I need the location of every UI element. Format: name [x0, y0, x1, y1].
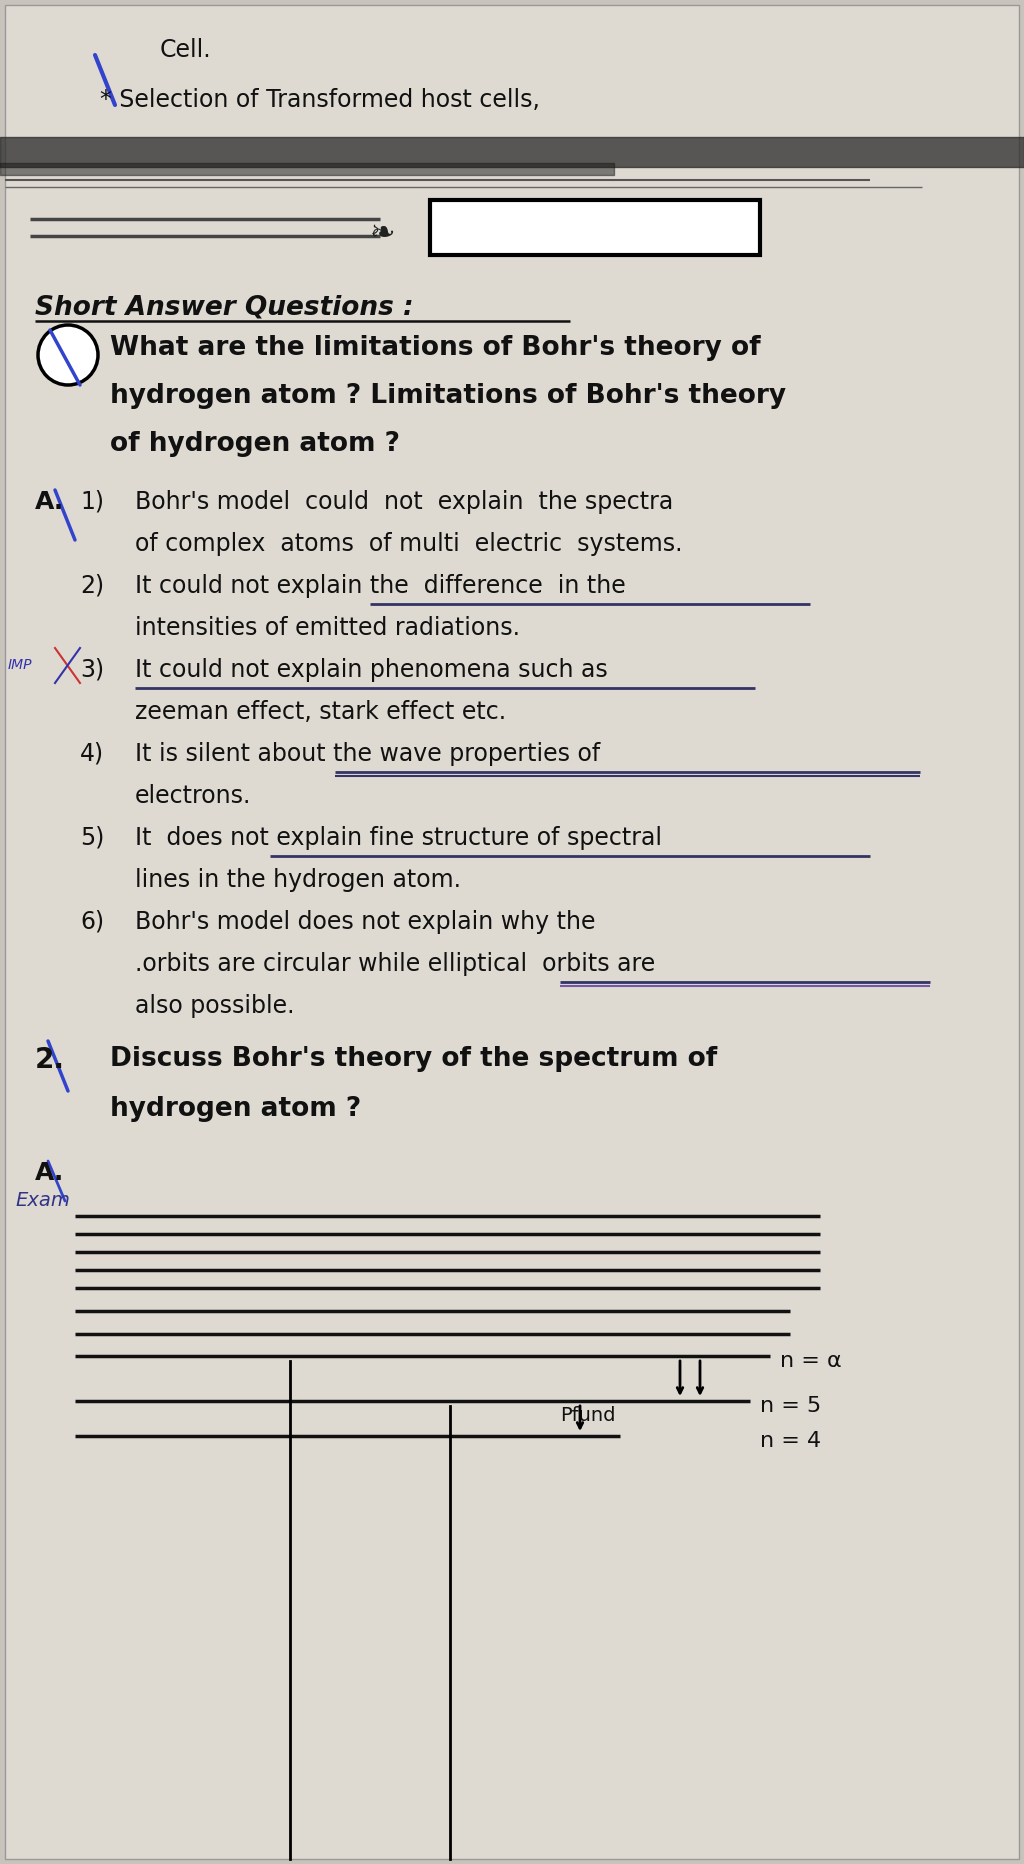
- Text: Bohr's model does not explain why the: Bohr's model does not explain why the: [135, 910, 596, 934]
- Text: It could not explain phenomena such as: It could not explain phenomena such as: [135, 658, 608, 682]
- Text: hydrogen atom ? Limitations of Bohr's theory: hydrogen atom ? Limitations of Bohr's th…: [110, 382, 786, 408]
- FancyBboxPatch shape: [430, 199, 760, 255]
- Text: 6): 6): [80, 910, 104, 934]
- Text: 2): 2): [80, 574, 104, 598]
- Text: lines in the hydrogen atom.: lines in the hydrogen atom.: [135, 869, 461, 893]
- Text: 3): 3): [80, 658, 104, 682]
- Text: What are the limitations of Bohr's theory of: What are the limitations of Bohr's theor…: [110, 336, 761, 362]
- Circle shape: [38, 324, 98, 386]
- Text: 2.: 2.: [35, 1046, 65, 1074]
- Text: It  does not explain fine structure of spectral: It does not explain fine structure of sp…: [135, 826, 662, 850]
- Text: also possible.: also possible.: [135, 994, 295, 1018]
- Text: Discuss Bohr's theory of the spectrum of: Discuss Bohr's theory of the spectrum of: [110, 1046, 717, 1072]
- Text: It could not explain the  difference  in the: It could not explain the difference in t…: [135, 574, 626, 598]
- Text: Short Answer Questions :: Short Answer Questions :: [35, 295, 414, 321]
- Text: n = 5: n = 5: [760, 1396, 821, 1417]
- Text: Bohr's model  could  not  explain  the spectra: Bohr's model could not explain the spect…: [135, 490, 673, 514]
- Text: IMP: IMP: [8, 658, 33, 673]
- Text: * Selection of Transformed host cells,: * Selection of Transformed host cells,: [100, 88, 540, 112]
- Text: n = 4: n = 4: [760, 1432, 821, 1450]
- Text: It is silent about the wave properties of: It is silent about the wave properties o…: [135, 742, 600, 766]
- Text: hydrogen atom ?: hydrogen atom ?: [110, 1096, 361, 1122]
- Text: A.: A.: [35, 490, 65, 514]
- Text: of hydrogen atom ?: of hydrogen atom ?: [110, 431, 400, 457]
- Text: 5): 5): [80, 826, 104, 850]
- Text: electrons.: electrons.: [135, 785, 251, 807]
- Text: intensities of emitted radiations.: intensities of emitted radiations.: [135, 615, 520, 639]
- Text: of complex  atoms  of multi  electric  systems.: of complex atoms of multi electric syste…: [135, 531, 683, 555]
- Text: zeeman effect, stark effect etc.: zeeman effect, stark effect etc.: [135, 701, 506, 723]
- Text: n = α: n = α: [780, 1351, 842, 1372]
- Text: Sr. PHYSICS: Sr. PHYSICS: [494, 218, 696, 248]
- Text: 1.: 1.: [57, 352, 79, 371]
- Text: Exam: Exam: [15, 1191, 70, 1210]
- Text: 4): 4): [80, 742, 104, 766]
- Text: ❧: ❧: [370, 218, 394, 248]
- Text: Pfund: Pfund: [560, 1405, 615, 1424]
- Text: .orbits are circular while elliptical  orbits are: .orbits are circular while elliptical or…: [135, 953, 655, 977]
- Text: Cell.: Cell.: [160, 37, 212, 62]
- Text: 1): 1): [80, 490, 104, 514]
- Text: A.: A.: [35, 1161, 65, 1186]
